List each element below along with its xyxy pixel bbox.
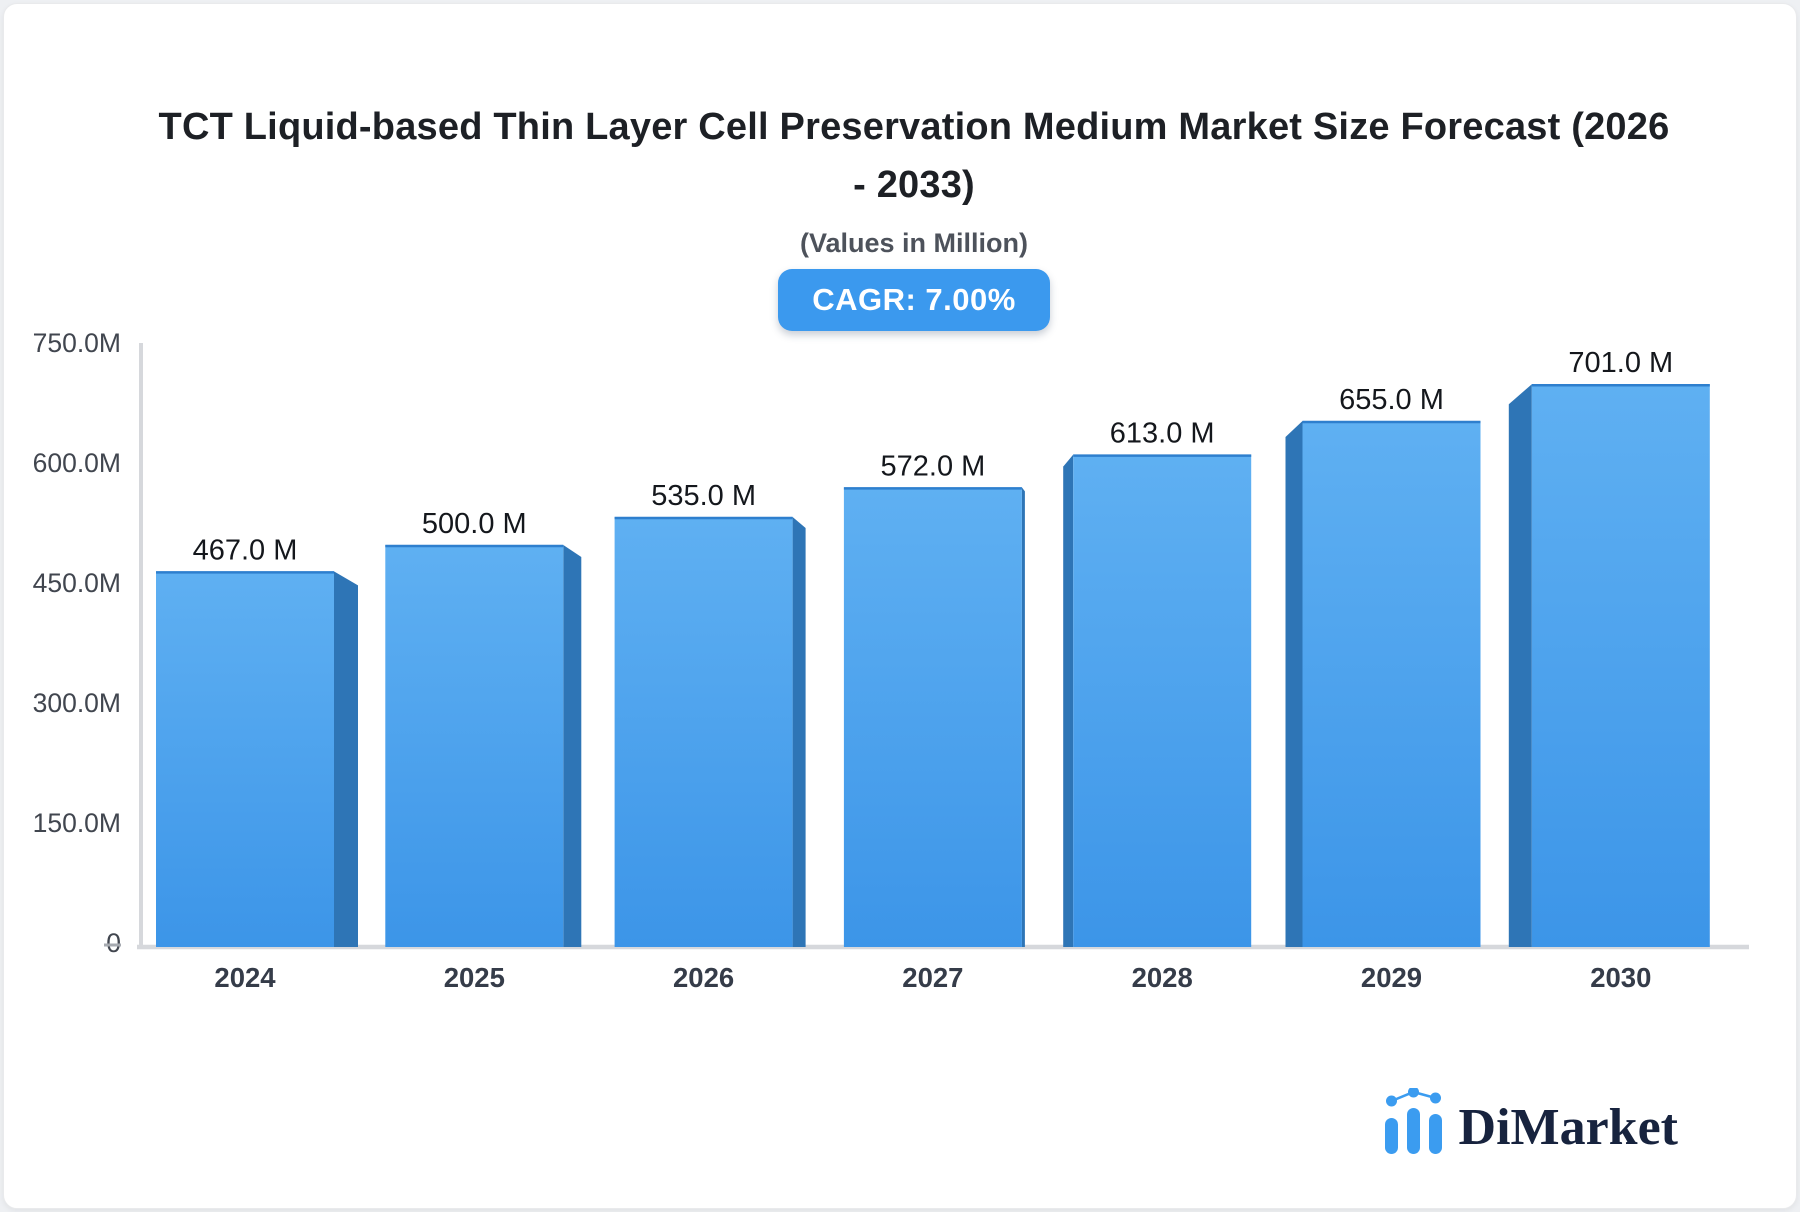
bar-line-chart-icon (1384, 1088, 1442, 1154)
x-category-label: 2030 (1590, 962, 1651, 993)
y-tick-label: 750.0M (33, 328, 121, 358)
chart-header: TCT Liquid-based Thin Layer Cell Preserv… (74, 98, 1754, 331)
bar-side-2025 (563, 545, 582, 947)
bar-side-2028 (1063, 454, 1074, 947)
bar-2027 (843, 487, 1022, 947)
y-tick-label: 0 (106, 928, 121, 958)
x-category-label: 2029 (1361, 962, 1422, 993)
chart-title-line-1: TCT Liquid-based Thin Layer Cell Preserv… (158, 106, 1670, 148)
bar-value-label: 613.0 M (1110, 418, 1215, 450)
y-tick-label: 600.0M (33, 448, 121, 478)
bar-value-label: 655.0 M (1339, 384, 1444, 416)
bar-side-2029 (1285, 421, 1303, 947)
y-tick-label: 450.0M (33, 568, 121, 598)
bar-2024 (156, 571, 334, 947)
chart-title-line-2: - 2033) (853, 164, 975, 206)
y-tick-label: 300.0M (33, 688, 121, 718)
x-category-label: 2025 (444, 962, 505, 993)
chart-subtitle: (Values in Million) (799, 228, 1029, 258)
bar-side-2026 (792, 517, 806, 947)
bar-value-label: 500.0 M (422, 508, 527, 540)
x-category-label: 2024 (214, 962, 276, 993)
y-tick-label: 150.0M (33, 808, 121, 838)
bar-side-2027 (1021, 487, 1025, 947)
x-category-label: 2028 (1132, 962, 1193, 993)
bar-2026 (614, 517, 793, 947)
brand-name: DiMarket (1458, 1099, 1678, 1156)
brand-footer: DiMarket (1383, 1088, 1678, 1154)
bar-2025 (385, 545, 564, 947)
bar-chart-canvas: 750.0M 600.0M 450.0M 300.0M 150.0M 0 467.0 M 20… (33, 328, 1749, 993)
cagr-badge: CAGR: 7.00% (778, 269, 1050, 331)
x-category-label: 2026 (673, 962, 734, 993)
bar-2029 (1302, 421, 1481, 947)
bar-2028 (1073, 454, 1252, 947)
bar-side-2030 (1508, 384, 1532, 947)
x-category-label: 2027 (902, 962, 963, 993)
bar-value-label: 701.0 M (1568, 347, 1673, 379)
bar-value-label: 535.0 M (651, 480, 756, 512)
bar-side-2024 (334, 571, 358, 947)
bar-value-label: 572.0 M (881, 450, 986, 482)
chart-card: TCT Liquid-based Thin Layer Cell Preserv… (3, 3, 1797, 1209)
bar-value-label: 467.0 M (193, 534, 298, 566)
bar-2030 (1531, 384, 1710, 947)
